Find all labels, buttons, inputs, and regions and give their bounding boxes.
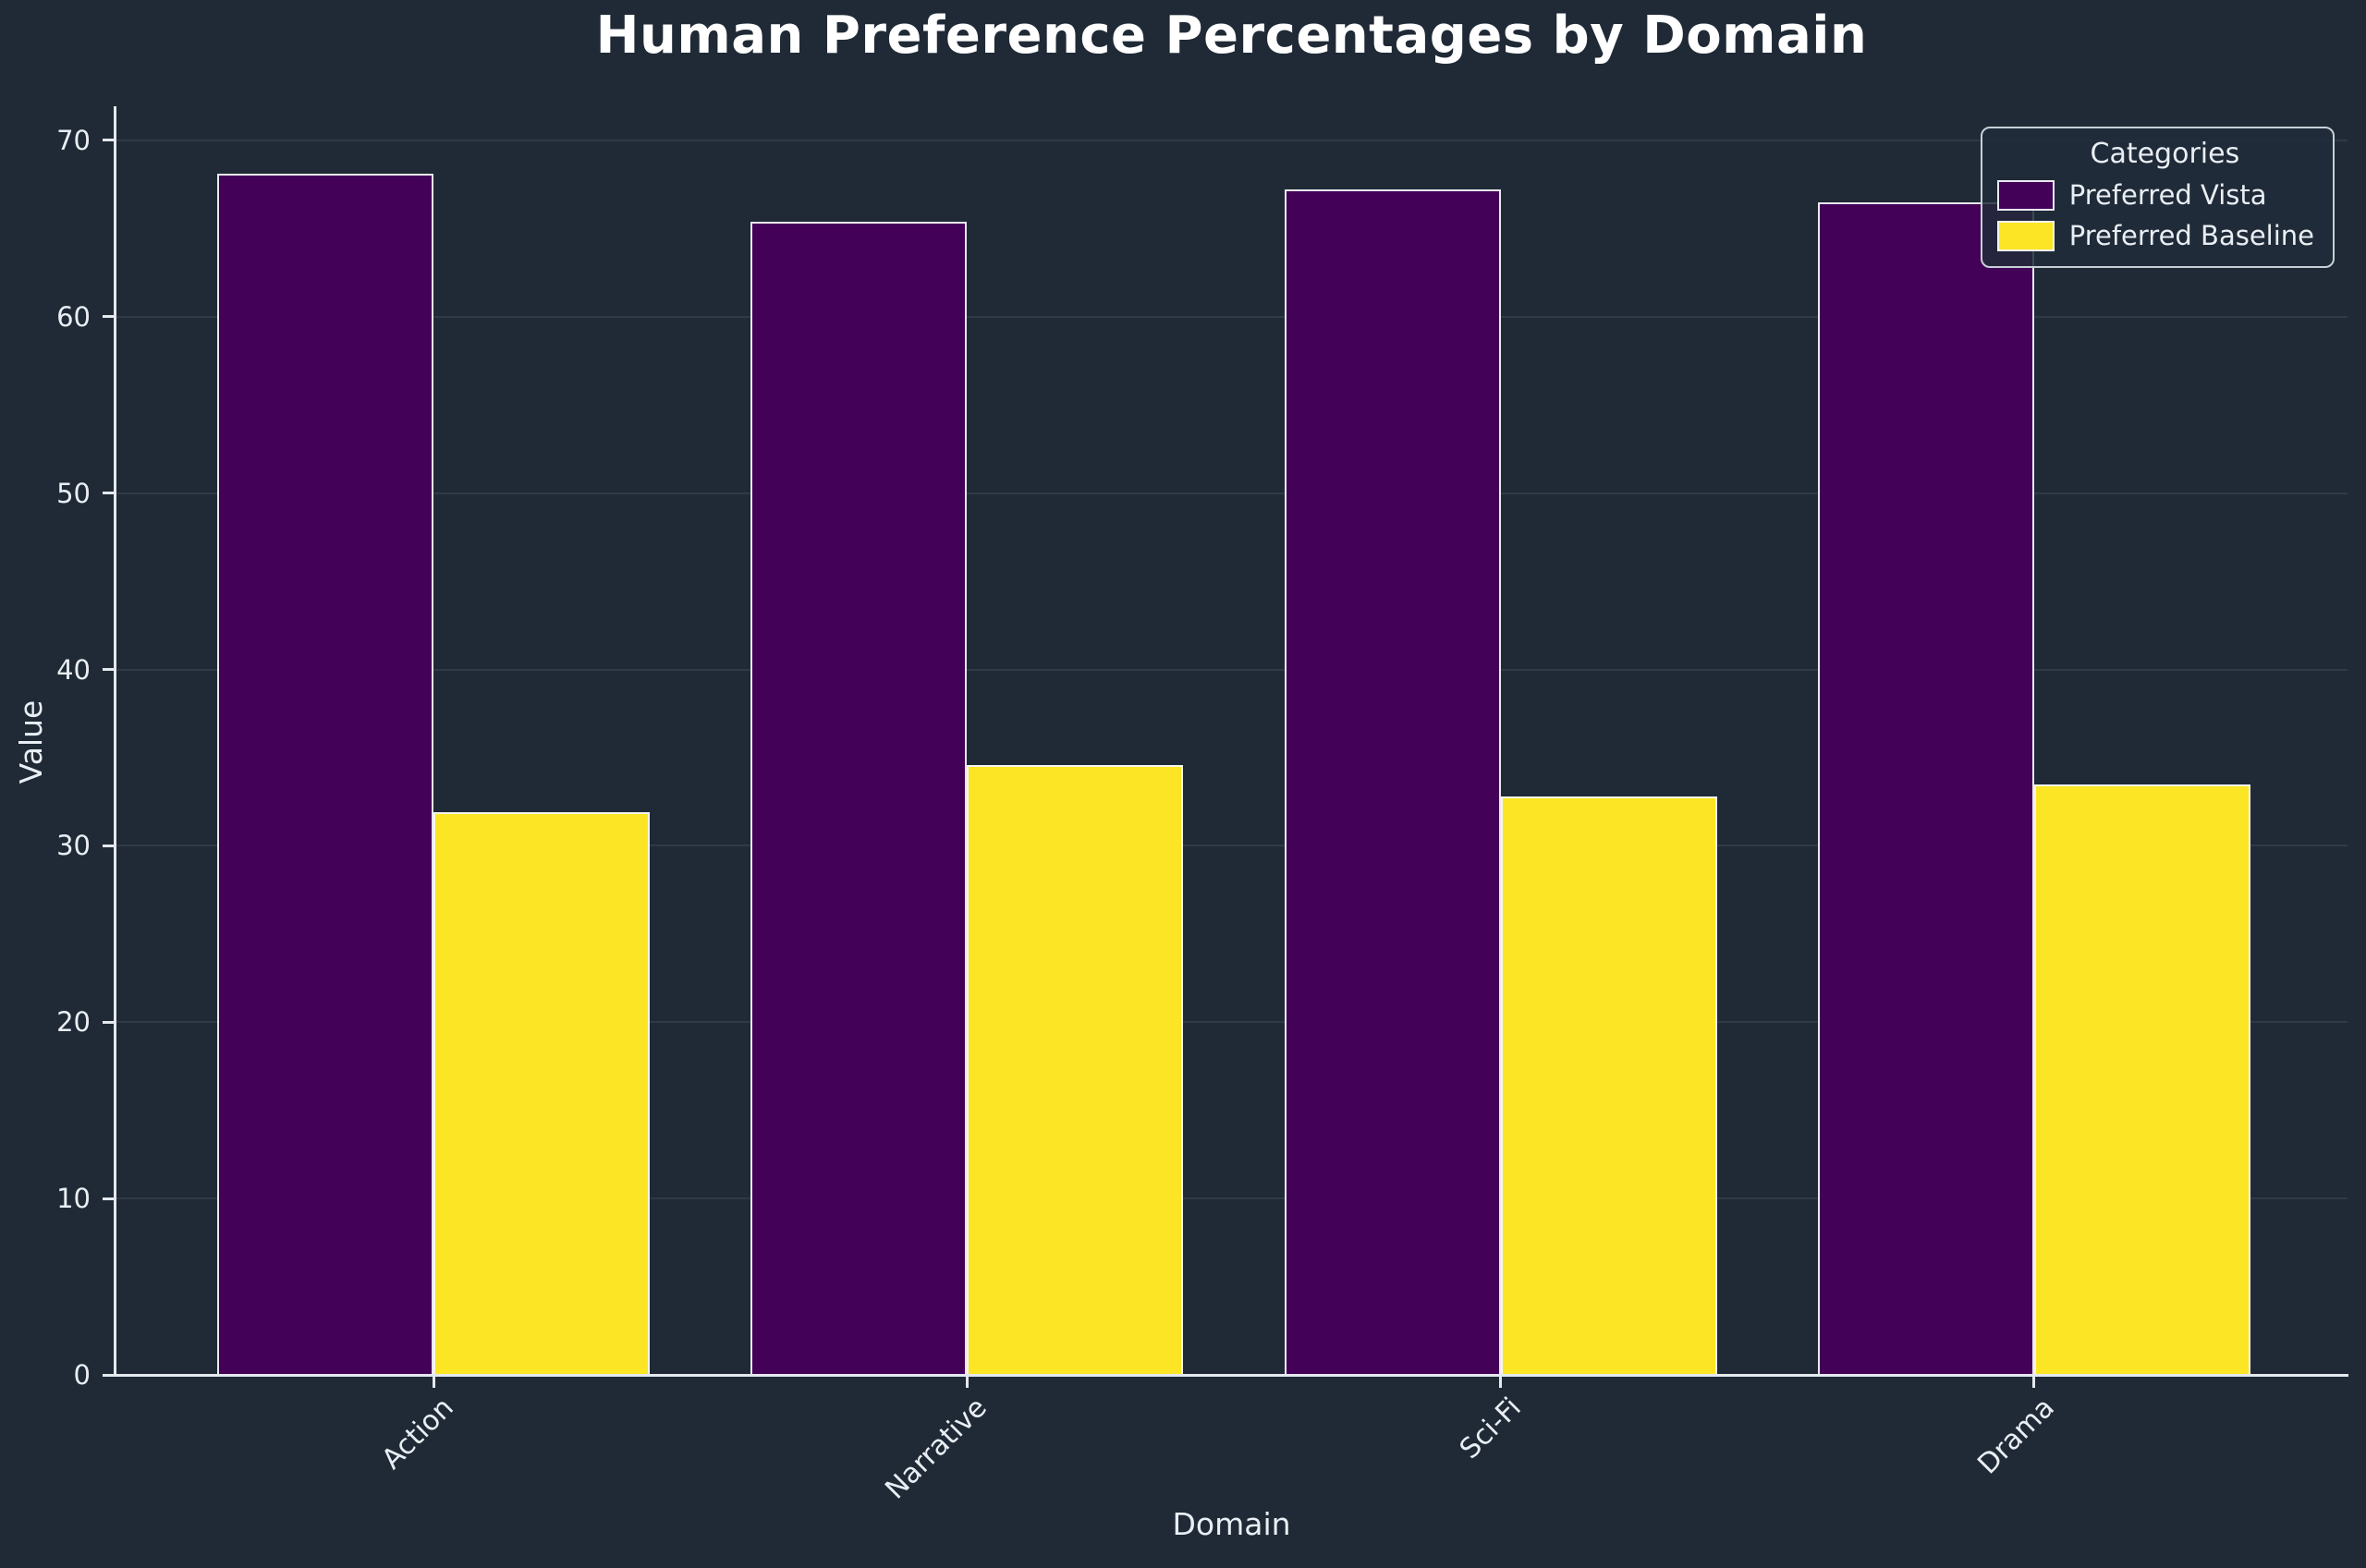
y-tick-label-60: 60 (56, 300, 91, 333)
y-tick-label-50: 50 (56, 477, 91, 509)
y-tick-label-30: 30 (56, 830, 91, 862)
y-tick-mark-70 (103, 139, 116, 142)
legend-row-vista: Preferred Vista (1996, 179, 2314, 211)
y-tick-label-70: 70 (56, 124, 91, 156)
bar-preferred-baseline-drama (2033, 784, 2250, 1377)
bar-preferred-vista-sci-fi (1284, 189, 1501, 1377)
y-axis-spine (114, 106, 116, 1377)
bar-preferred-baseline-sci-fi (1500, 796, 1717, 1377)
bar-preferred-vista-narrative (750, 221, 968, 1377)
y-tick-label-0: 0 (73, 1359, 91, 1391)
y-tick-label-20: 20 (56, 1006, 91, 1039)
x-tick-mark-drama (2032, 1375, 2036, 1388)
chart-title: Human Preference Percentages by Domain (595, 6, 1868, 66)
x-axis-label: Domain (1172, 1506, 1291, 1542)
y-tick-mark-10 (103, 1197, 116, 1200)
y-tick-mark-50 (103, 492, 116, 495)
y-tick-mark-0 (103, 1373, 116, 1377)
legend-label-baseline: Preferred Baseline (2068, 220, 2314, 251)
y-axis-label: Value (13, 699, 49, 784)
x-tick-mark-sci-fi (1499, 1375, 1503, 1388)
x-tick-label-sci-fi: Sci-Fi (1453, 1392, 1528, 1465)
bar-preferred-vista-drama (1817, 201, 2034, 1377)
y-tick-label-40: 40 (56, 653, 91, 686)
bar-preferred-baseline-action (433, 812, 650, 1377)
grid-line-y-50 (116, 492, 2348, 494)
x-tick-mark-narrative (965, 1375, 969, 1388)
legend: Categories Preferred Vista Preferred Bas… (1980, 127, 2335, 268)
x-tick-label-narrative: Narrative (879, 1392, 994, 1506)
y-tick-label-10: 10 (56, 1183, 91, 1215)
y-tick-mark-30 (103, 844, 116, 847)
grid-line-y-30 (116, 845, 2348, 847)
legend-swatch-vista (1996, 179, 2055, 211)
y-tick-mark-20 (103, 1020, 116, 1024)
y-tick-mark-40 (103, 668, 116, 672)
bar-preferred-vista-action (217, 174, 433, 1377)
grid-line-y-60 (116, 315, 2348, 318)
x-tick-label-action: Action (375, 1392, 460, 1477)
legend-title: Categories (2090, 138, 2240, 170)
legend-label-vista: Preferred Vista (2068, 179, 2267, 211)
grid-line-y-10 (116, 1197, 2348, 1200)
grid-line-y-20 (116, 1021, 2348, 1024)
grid-line-y-70 (116, 139, 2348, 141)
x-tick-label-drama: Drama (1971, 1392, 2061, 1481)
x-axis-spine (114, 1374, 2348, 1377)
grid-line-y-40 (116, 668, 2348, 671)
legend-row-baseline: Preferred Baseline (1996, 220, 2314, 251)
y-tick-mark-60 (103, 315, 116, 319)
bar-preferred-baseline-narrative (967, 764, 1184, 1377)
legend-swatch-baseline (1996, 220, 2055, 251)
x-tick-mark-action (432, 1375, 435, 1388)
